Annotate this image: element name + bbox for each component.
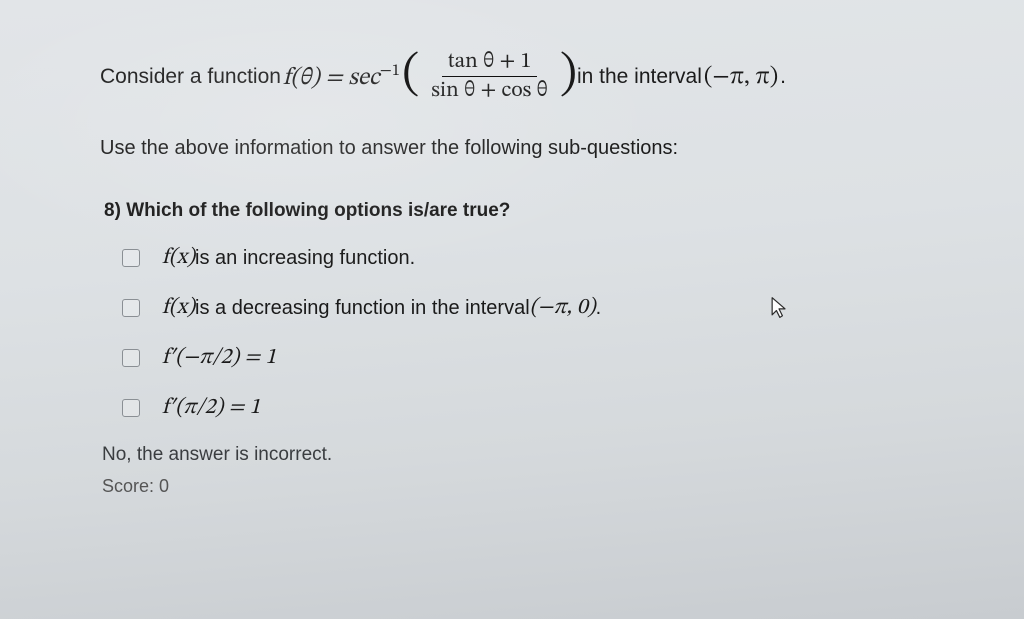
option-c-math: f′(−π/2) = 1: [162, 344, 276, 372]
option-d-text: f′(π/2) = 1: [162, 394, 260, 422]
option-b-post: .: [596, 297, 602, 320]
checkbox-icon[interactable]: [122, 249, 140, 267]
option-b[interactable]: f(x) is a decreasing function in the int…: [122, 294, 964, 322]
option-b-interval: (−π, 0): [530, 294, 596, 322]
sub-instruction: Use the above information to answer the …: [100, 137, 964, 160]
option-c[interactable]: f′(−π/2) = 1: [122, 344, 964, 372]
stem-interval: (−π, π): [702, 59, 780, 95]
option-c-text: f′(−π/2) = 1: [162, 344, 276, 372]
option-a-text: f(x) is an increasing function.: [162, 244, 415, 272]
score-label: Score:: [102, 476, 159, 496]
score-line: Score: 0: [102, 476, 964, 497]
score-value: 0: [159, 476, 169, 496]
option-d-math: f′(π/2) = 1: [162, 394, 260, 422]
stem-post: .: [780, 61, 786, 93]
option-a[interactable]: f(x) is an increasing function.: [122, 244, 964, 272]
question-number: 8): [104, 200, 121, 221]
stem-fraction: tan θ + 1 sin θ + cos θ: [425, 50, 554, 103]
option-list: f(x) is an increasing function. f(x) is …: [122, 244, 964, 422]
option-a-math: f(x): [162, 244, 195, 272]
option-b-math: f(x): [162, 294, 195, 322]
checkbox-icon[interactable]: [122, 299, 140, 317]
option-d[interactable]: f′(π/2) = 1: [122, 394, 964, 422]
stem-mid: in the interval: [577, 61, 702, 93]
checkbox-icon[interactable]: [122, 399, 140, 417]
stem-exp: −1: [380, 62, 400, 79]
option-b-plain: is a decreasing function in the interval: [195, 297, 530, 320]
question-stem: Consider a function f(θ) = sec−1 ( tan θ…: [100, 50, 964, 103]
feedback-text: No, the answer is incorrect.: [102, 444, 964, 466]
frac-num: tan θ + 1: [442, 50, 538, 77]
stem-func: f(θ) = sec−1: [281, 58, 402, 96]
frac-den: sin θ + cos θ: [425, 77, 554, 103]
checkbox-icon[interactable]: [122, 349, 140, 367]
question-text: Which of the following options is/are tr…: [126, 200, 510, 221]
stem-pre: Consider a function: [100, 61, 281, 93]
question-line: 8) Which of the following options is/are…: [104, 200, 964, 222]
stem-lhs: f(θ) = sec: [283, 66, 380, 90]
option-a-plain: is an increasing function.: [195, 247, 415, 270]
option-b-text: f(x) is a decreasing function in the int…: [162, 294, 601, 322]
